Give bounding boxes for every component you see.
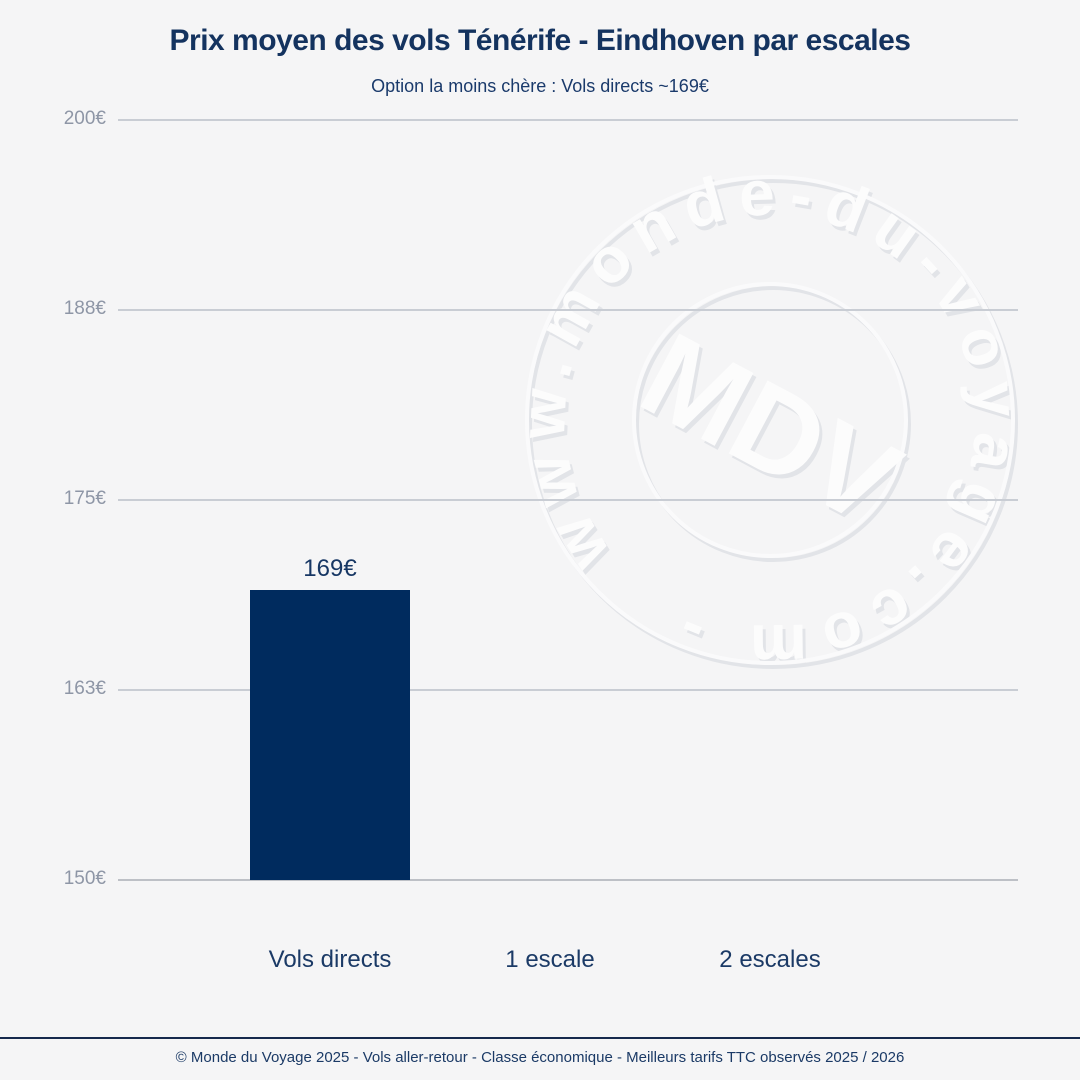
footer-text: © Monde du Voyage 2025 - Vols aller-reto…	[175, 1049, 905, 1066]
bar-value-label: 169€	[303, 555, 357, 583]
x-tick-label-2-escales: 2 escales	[719, 946, 821, 973]
gridline	[118, 119, 1018, 121]
chart-subtitle: Option la moins chère : Vols directs ~16…	[371, 76, 709, 96]
chart-title: Prix moyen des vols Ténérife - Eindhoven…	[169, 24, 911, 57]
bar-vols-directs	[250, 590, 410, 880]
x-axis-line	[118, 879, 1018, 881]
gridline	[118, 309, 1018, 311]
y-tick-label: 188€	[63, 298, 106, 319]
gridline	[118, 499, 1018, 501]
x-tick-label-1-escale: 1 escale	[505, 946, 595, 973]
gridline	[118, 689, 1018, 691]
y-tick-label: 200€	[63, 108, 106, 129]
y-tick-label: 150€	[63, 868, 106, 889]
footer-divider	[0, 1037, 1080, 1039]
x-tick-label-vols-directs: Vols directs	[268, 946, 392, 973]
y-tick-label: 175€	[63, 488, 106, 509]
y-tick-label: 163€	[63, 678, 106, 699]
